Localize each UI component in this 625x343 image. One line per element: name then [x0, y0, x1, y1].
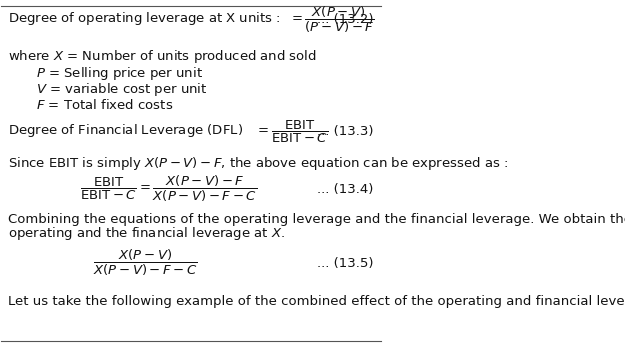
Text: ... (13.3): ... (13.3)	[318, 126, 374, 139]
Text: Let us take the following example of the combined effect of the operating and fi: Let us take the following example of the…	[8, 295, 625, 308]
Text: Since EBIT is simply $X(P-V) - F$, the above equation can be expressed as :: Since EBIT is simply $X(P-V) - F$, the a…	[8, 155, 509, 172]
Text: ... (13.5): ... (13.5)	[318, 257, 374, 270]
Text: Degree of operating leverage at X units :  $= \dfrac{X(P-V)}{(P-V)-F}$: Degree of operating leverage at X units …	[8, 5, 374, 35]
Text: ... (13.4): ... (13.4)	[318, 183, 374, 196]
Text: where $X$ = Number of units produced and sold: where $X$ = Number of units produced and…	[8, 48, 317, 65]
Text: $\dfrac{X(P-V)}{X(P-V)-F-C}$: $\dfrac{X(P-V)}{X(P-V)-F-C}$	[93, 248, 198, 279]
Text: $P$ = Selling price per unit: $P$ = Selling price per unit	[36, 65, 202, 82]
Text: $V$ = variable cost per unit: $V$ = variable cost per unit	[36, 81, 207, 98]
Text: ... (13.2): ... (13.2)	[318, 13, 374, 26]
Text: Degree of Financial Leverage (DFL)   $= \dfrac{\mathrm{EBIT}}{\mathrm{EBIT}-C}$: Degree of Financial Leverage (DFL) $= \d…	[8, 119, 328, 145]
Text: $F$ = Total fixed costs: $F$ = Total fixed costs	[36, 98, 173, 113]
Text: Combining the equations of the operating leverage and the financial leverage. We: Combining the equations of the operating…	[8, 213, 625, 226]
Text: $\dfrac{\mathrm{EBIT}}{\mathrm{EBIT}-C} = \dfrac{X(P-V)-F}{X(P-V)-F-C}$: $\dfrac{\mathrm{EBIT}}{\mathrm{EBIT}-C} …	[80, 174, 257, 204]
Text: operating and the financial leverage at $X$.: operating and the financial leverage at …	[8, 225, 285, 242]
